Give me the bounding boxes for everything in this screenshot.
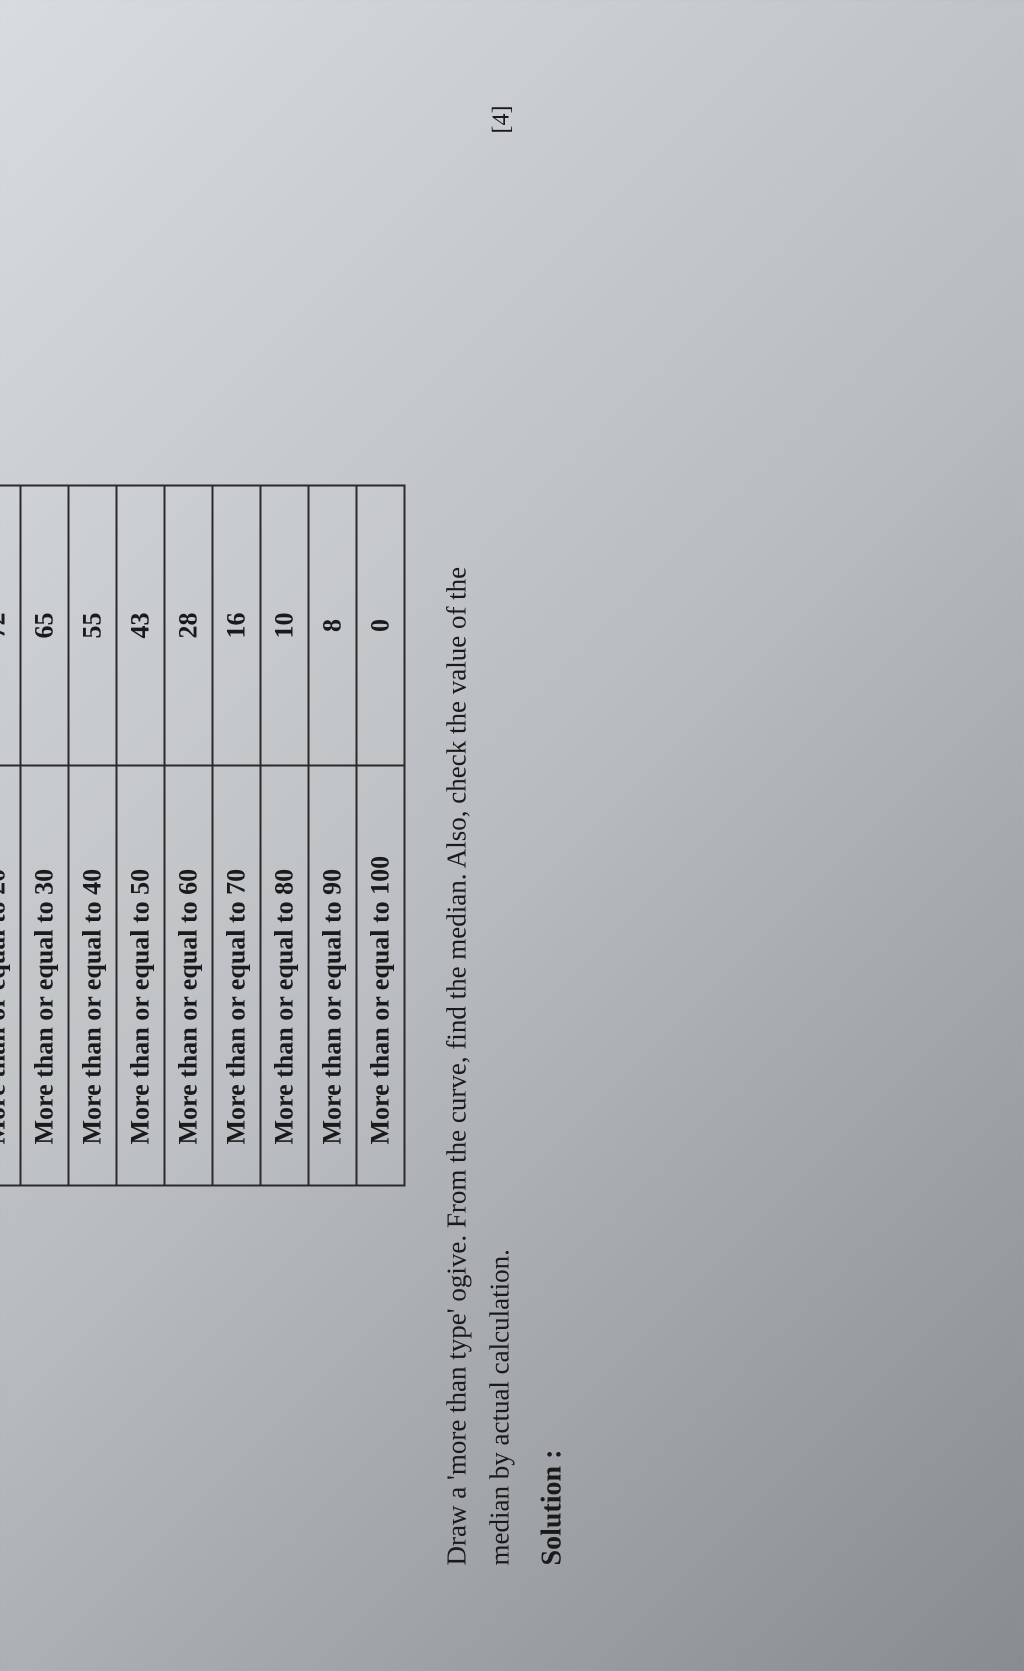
marks-badge: [4] — [483, 106, 521, 134]
table-row: More than or equal to 8010 — [261, 486, 309, 1186]
cell-marks: More than or equal to 100 — [357, 766, 405, 1186]
cell-count: 8 — [309, 486, 357, 766]
cell-count: 65 — [21, 486, 69, 766]
cell-marks: More than or equal to 20 — [0, 766, 21, 1186]
instruction-line-2-row: median by actual calculation. [4] — [479, 106, 522, 1566]
table-row: More than or equal to 3065 — [21, 486, 69, 1186]
cell-marks: More than or equal to 60 — [165, 766, 213, 1186]
cell-marks: More than or equal to 30 — [21, 766, 69, 1186]
cell-count: 55 — [69, 486, 117, 766]
cell-marks: More than or equal to 70 — [213, 766, 261, 1186]
table-row: More than or equal to 908 — [309, 486, 357, 1186]
cell-count: 10 — [261, 486, 309, 766]
instruction-line-1: Draw a 'more than type' ogive. From the … — [436, 106, 479, 1566]
instruction-line-2: median by actual calculation. — [479, 1249, 522, 1565]
page-content: (1 + cos A) [( 1 + cos A ) (1 − cos A)] … — [0, 324, 1024, 1348]
table-row: More than or equal to 1000 — [357, 486, 405, 1186]
table-row: More than or equal to 5043 — [117, 486, 165, 1186]
instruction-block: Draw a 'more than type' ogive. From the … — [436, 86, 522, 1586]
cell-count: 43 — [117, 486, 165, 766]
data-table: Marks No. of Students More than or equal… — [0, 485, 406, 1187]
cell-count: 72 — [0, 486, 21, 766]
cell-count: 16 — [213, 486, 261, 766]
cell-marks: More than or equal to 90 — [309, 766, 357, 1186]
table-body: More than or equal to 080 More than or e… — [0, 486, 405, 1186]
content-wrapper: (1 + cos A) [( 1 + cos A ) (1 − cos A)] … — [0, 86, 569, 1586]
table-row: More than or equal to 4055 — [69, 486, 117, 1186]
table-row: More than or equal to 6028 — [165, 486, 213, 1186]
cell-marks: More than or equal to 50 — [117, 766, 165, 1186]
cell-marks: More than or equal to 80 — [261, 766, 309, 1186]
solution-label: Solution : — [537, 86, 569, 1586]
table-row: More than or equal to 2072 — [0, 486, 21, 1186]
table-row: More than or equal to 7016 — [213, 486, 261, 1186]
cell-count: 0 — [357, 486, 405, 766]
cell-marks: More than or equal to 40 — [69, 766, 117, 1186]
cell-count: 28 — [165, 486, 213, 766]
